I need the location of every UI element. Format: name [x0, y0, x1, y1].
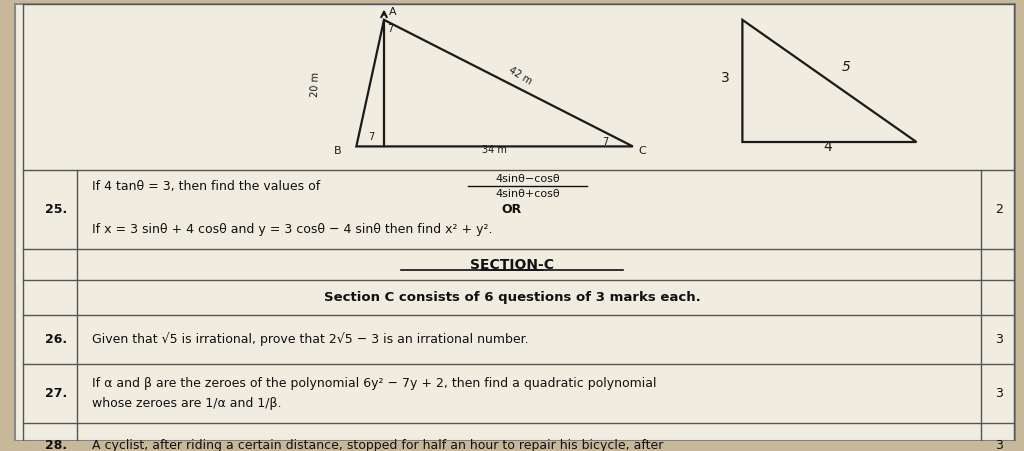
- Text: 26.: 26.: [45, 333, 68, 346]
- Text: OR: OR: [502, 203, 522, 216]
- Text: SECTION-C: SECTION-C: [470, 258, 554, 272]
- Text: 7: 7: [387, 24, 393, 34]
- Text: B: B: [334, 147, 341, 156]
- Text: If α and β are the zeroes of the polynomial 6y² − 7y + 2, then find a quadratic : If α and β are the zeroes of the polynom…: [92, 377, 656, 390]
- Text: 4sinθ+cosθ: 4sinθ+cosθ: [495, 189, 560, 199]
- Text: 3: 3: [721, 71, 729, 85]
- Text: If x = 3 sinθ + 4 cosθ and y = 3 cosθ − 4 sinθ then find x² + y².: If x = 3 sinθ + 4 cosθ and y = 3 cosθ − …: [92, 223, 493, 236]
- Text: If 4 tanθ = 3, then find the values of: If 4 tanθ = 3, then find the values of: [92, 179, 325, 193]
- Text: 25.: 25.: [45, 203, 68, 216]
- Text: 20 m: 20 m: [310, 72, 321, 97]
- Text: 4: 4: [823, 140, 831, 154]
- Text: 3: 3: [995, 333, 1004, 346]
- Text: 4sinθ−cosθ: 4sinθ−cosθ: [495, 174, 560, 184]
- Text: 27.: 27.: [45, 387, 68, 400]
- Text: Given that √5 is irrational, prove that 2√5 − 3 is an irrational number.: Given that √5 is irrational, prove that …: [92, 333, 528, 346]
- Text: 3: 3: [995, 387, 1004, 400]
- Text: 3: 3: [995, 439, 1004, 451]
- FancyBboxPatch shape: [15, 5, 1015, 441]
- Text: 34 m: 34 m: [482, 146, 507, 156]
- Text: C: C: [638, 147, 646, 156]
- Text: 2: 2: [995, 203, 1004, 216]
- Text: 7: 7: [369, 132, 375, 142]
- Text: A cyclist, after riding a certain distance, stopped for half an hour to repair h: A cyclist, after riding a certain distan…: [92, 439, 664, 451]
- Text: 5: 5: [842, 60, 851, 74]
- Text: 28.: 28.: [45, 439, 68, 451]
- Text: A: A: [389, 7, 396, 18]
- Text: 7: 7: [602, 137, 608, 147]
- Text: whose zeroes are 1/α and 1/β.: whose zeroes are 1/α and 1/β.: [92, 397, 282, 410]
- Text: Section C consists of 6 questions of 3 marks each.: Section C consists of 6 questions of 3 m…: [324, 291, 700, 304]
- Text: 42 m: 42 m: [507, 65, 534, 87]
